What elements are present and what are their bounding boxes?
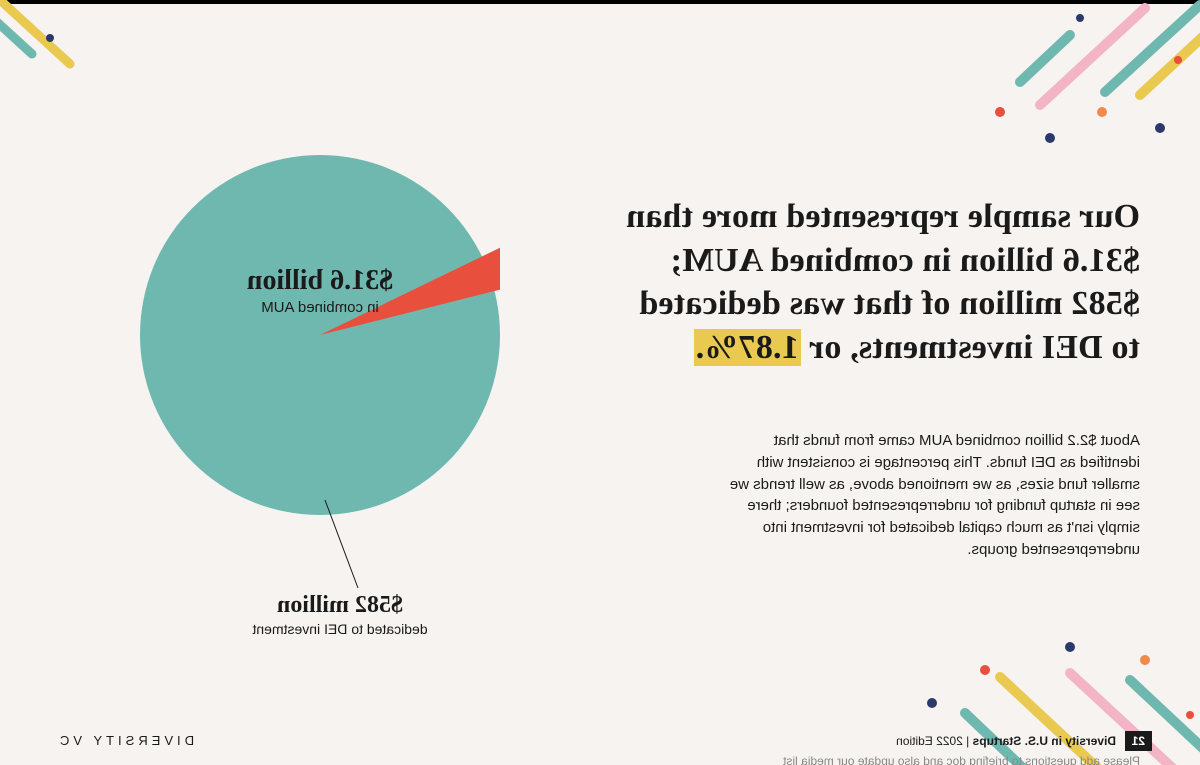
pie-leader-line <box>0 0 1200 765</box>
pie-slice-value: $582 million <box>140 592 540 619</box>
cropped-peek-text: Please add questions to briefing doc and… <box>783 754 1140 765</box>
footer-title-rest: | 2022 Edition <box>896 734 973 748</box>
pie-slice-sub: dedicated to DEI investment <box>140 621 540 637</box>
pie-slice-label: $582 million dedicated to DEI investment <box>140 592 540 637</box>
page-number: 21 <box>1125 731 1152 751</box>
slide-page: Our sample represented more than $31.6 b… <box>0 0 1200 765</box>
footer-title: Diversity in U.S. Startups | 2022 Editio… <box>896 734 1116 748</box>
footer-brand: DIVERSITY VC <box>56 733 194 748</box>
footer: 21 Diversity in U.S. Startups | 2022 Edi… <box>0 725 1200 751</box>
footer-title-bold: Diversity in U.S. Startups <box>973 734 1116 748</box>
